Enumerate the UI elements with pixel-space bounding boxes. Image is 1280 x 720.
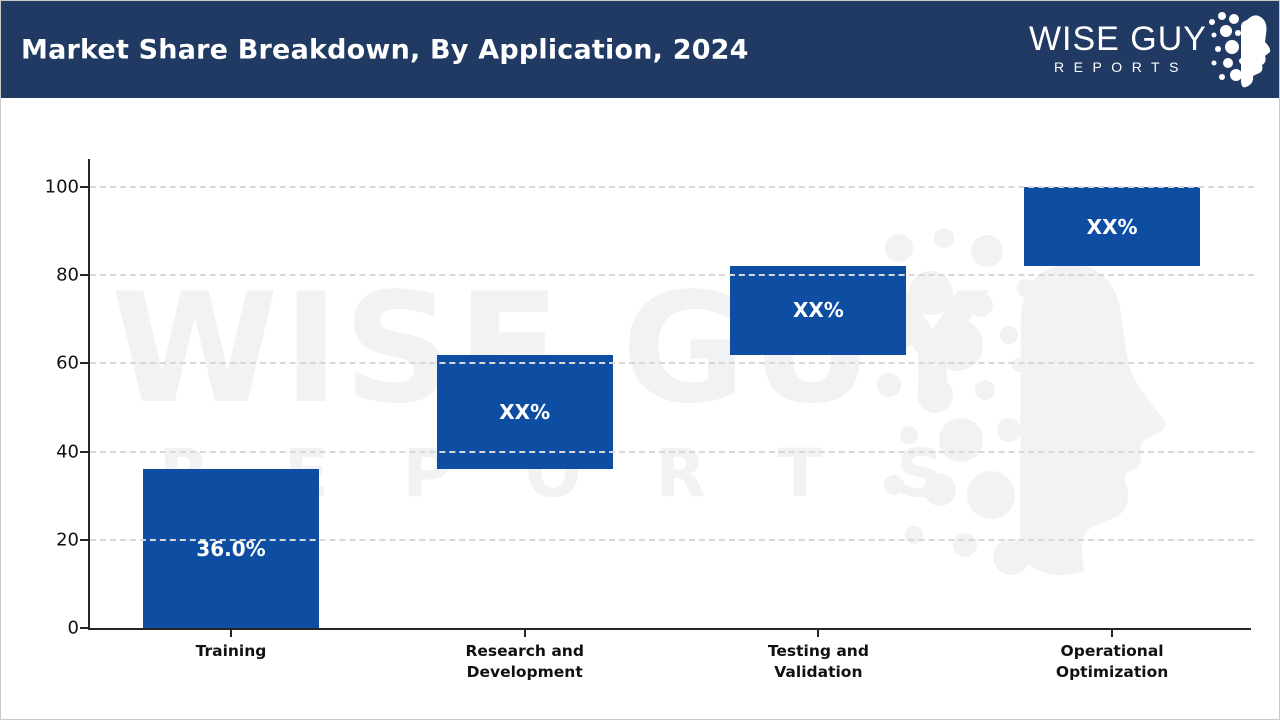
- gridline: [90, 362, 1254, 365]
- y-tick-label: 100: [44, 176, 79, 198]
- y-tick: [80, 450, 88, 453]
- y-tick: [80, 362, 88, 365]
- bar-testing-and-validation: [730, 266, 907, 355]
- y-tick-label: 80: [56, 264, 79, 286]
- logo-wordmark-block: WISE GUY REPORTS: [1029, 22, 1207, 75]
- y-tick-label: 20: [56, 529, 79, 551]
- y-tick-label: 60: [56, 352, 79, 374]
- gridline: [90, 274, 1254, 277]
- y-tick-label: 0: [67, 617, 79, 639]
- x-category-label: Testing and Validation: [767, 642, 869, 681]
- x-tick: [523, 630, 526, 637]
- bar-value-label: XX%: [1086, 214, 1138, 239]
- y-tick: [80, 538, 88, 541]
- x-tick: [230, 630, 232, 637]
- y-axis-spine: [88, 159, 90, 628]
- bar-operational-optimization: [1024, 187, 1201, 267]
- logo-subtext: REPORTS: [1054, 59, 1188, 75]
- bar-research-and-development: [436, 354, 613, 470]
- bar-value-label: XX%: [499, 399, 551, 424]
- page-title: Market Share Breakdown, By Application, …: [21, 34, 749, 65]
- x-tick: [1111, 630, 1114, 637]
- y-tick-label: 40: [56, 441, 79, 463]
- wiseguy-logo: WISE GUY REPORTS: [1017, 8, 1271, 92]
- bar-value-label: XX%: [792, 298, 844, 323]
- gridline: [90, 450, 1254, 453]
- y-tick: [80, 274, 88, 277]
- y-tick: [80, 186, 88, 188]
- x-tick: [817, 630, 820, 637]
- bar-training: [143, 469, 319, 628]
- x-category-label: Training: [195, 642, 267, 660]
- gridline: [90, 538, 1254, 541]
- x-axis-spine: [88, 628, 1251, 630]
- logo-wordmark: WISE GUY: [1028, 20, 1207, 58]
- header-bar: Market Share Breakdown, By Application, …: [1, 1, 1279, 98]
- y-tick: [80, 627, 88, 629]
- x-category-label: Research and Development: [465, 642, 584, 681]
- logo-head-icon: [1209, 12, 1271, 88]
- gridline: [90, 186, 1254, 188]
- bar-value-label: 36.0%: [196, 536, 266, 561]
- x-category-label: Operational Optimization: [1055, 642, 1169, 681]
- plot-area: 36.0% Training XX% Research and Development…: [1, 98, 1279, 719]
